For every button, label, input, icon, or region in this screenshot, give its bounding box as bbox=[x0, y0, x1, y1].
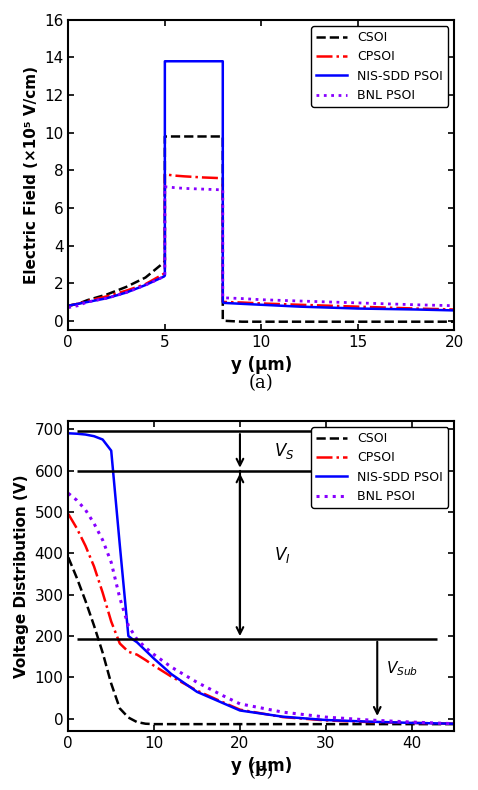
X-axis label: y (μm): y (μm) bbox=[231, 757, 292, 774]
X-axis label: y (μm): y (μm) bbox=[231, 356, 292, 374]
Legend: CSOI, CPSOI, NIS-SDD PSOI, BNL PSOI: CSOI, CPSOI, NIS-SDD PSOI, BNL PSOI bbox=[311, 427, 448, 508]
Text: $V_S$: $V_S$ bbox=[274, 441, 294, 461]
Text: $V_I$: $V_I$ bbox=[274, 544, 291, 565]
Legend: CSOI, CPSOI, NIS-SDD PSOI, BNL PSOI: CSOI, CPSOI, NIS-SDD PSOI, BNL PSOI bbox=[311, 26, 448, 107]
Y-axis label: Electric Field (×10⁵ V/cm): Electric Field (×10⁵ V/cm) bbox=[23, 66, 39, 284]
Text: (a): (a) bbox=[249, 374, 274, 392]
Text: (b): (b) bbox=[249, 762, 274, 781]
Y-axis label: Voltage Distribution (V): Voltage Distribution (V) bbox=[14, 474, 29, 678]
Text: $V_{Sub}$: $V_{Sub}$ bbox=[386, 660, 418, 679]
